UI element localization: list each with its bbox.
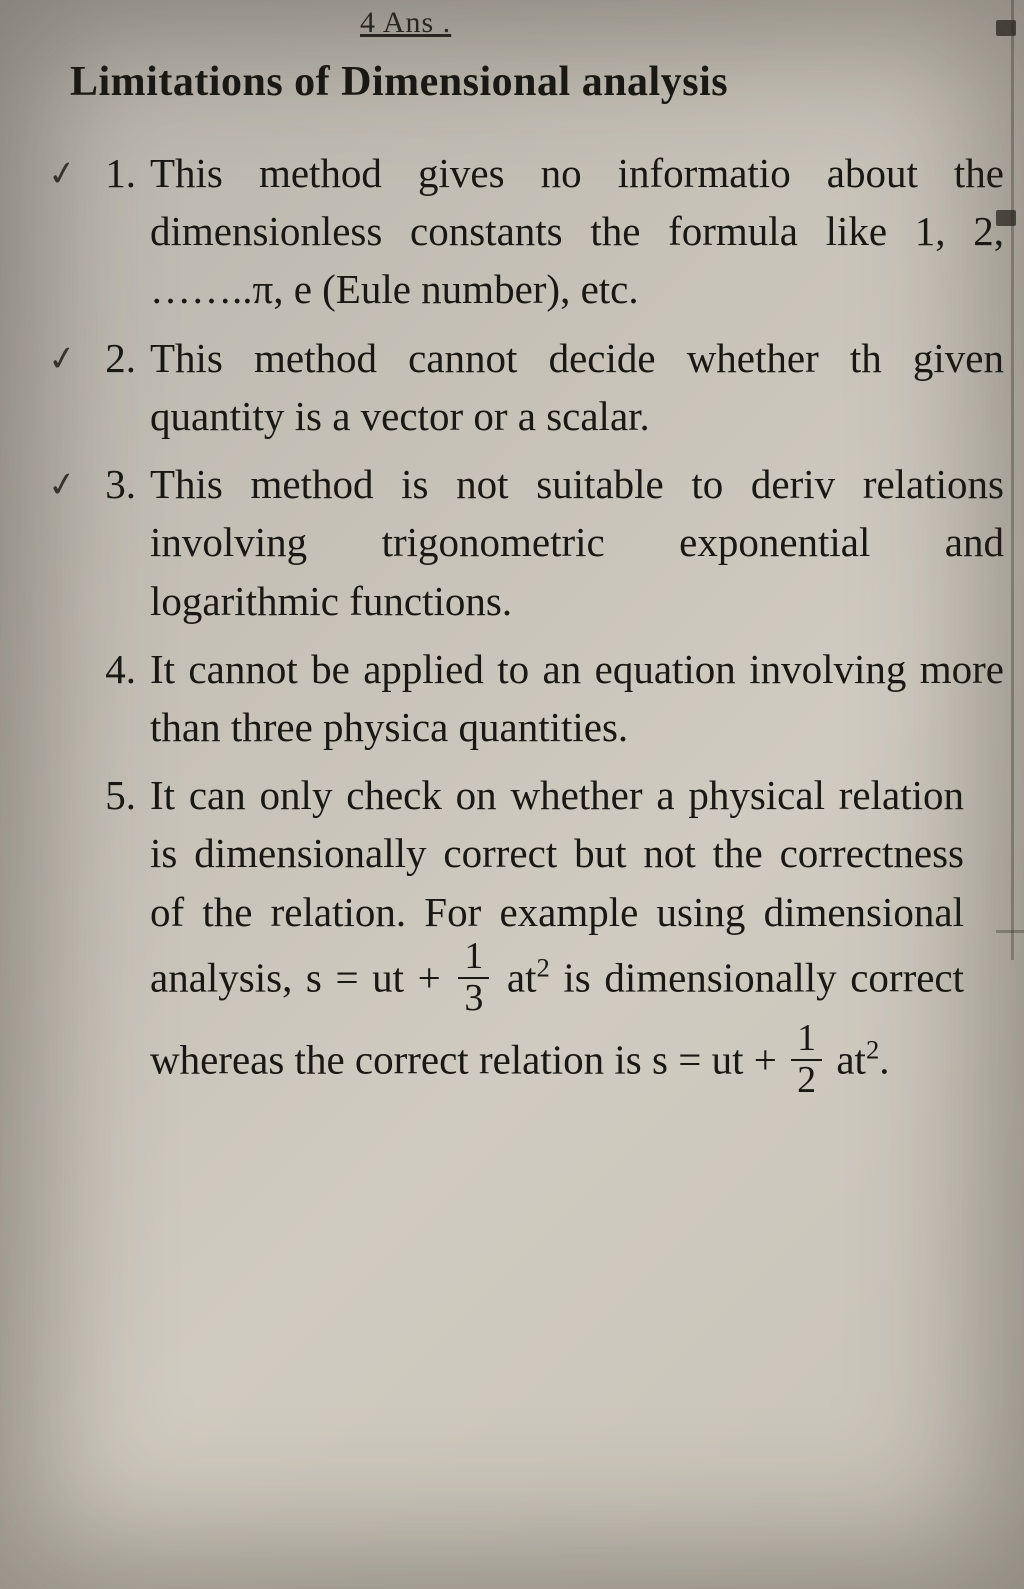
item-number: 5. bbox=[76, 766, 136, 824]
section-title: Limitations of Dimensional analysis bbox=[70, 58, 1004, 106]
check-icon: ✓ bbox=[45, 459, 80, 511]
item-number: 1. bbox=[76, 144, 136, 202]
fraction-denominator: 3 bbox=[458, 979, 489, 1019]
item-text: It cannot be applied to an equation invo… bbox=[150, 646, 1004, 750]
exponent: 2 bbox=[866, 1034, 879, 1064]
page-edge-tick bbox=[996, 930, 1024, 933]
fraction: 1 3 bbox=[458, 937, 489, 1019]
limitations-list: ✓ 1. This method gives no informatio abo… bbox=[70, 144, 1004, 1104]
exponent: 2 bbox=[537, 952, 550, 982]
list-item: ✓ 2. This method cannot decide whether t… bbox=[70, 329, 1004, 445]
item-text: This method gives no informatio about th… bbox=[150, 150, 1004, 312]
item-number: 4. bbox=[76, 640, 136, 698]
check-icon: ✓ bbox=[45, 333, 80, 385]
item-text-part: at bbox=[836, 1036, 866, 1082]
check-icon: ✓ bbox=[45, 148, 80, 200]
list-item: 5. It can only check on whether a physic… bbox=[70, 766, 1004, 1104]
handwritten-annotation: 4 Ans . bbox=[360, 6, 451, 40]
fraction-numerator: 1 bbox=[791, 1019, 822, 1061]
item-text: This method is not suitable to deriv rel… bbox=[150, 461, 1004, 623]
page-edge-line bbox=[1011, 0, 1024, 960]
list-item: ✓ 1. This method gives no informatio abo… bbox=[70, 144, 1004, 319]
fraction-denominator: 2 bbox=[791, 1061, 822, 1101]
list-item: ✓ 3. This method is not suitable to deri… bbox=[70, 455, 1004, 630]
fraction: 1 2 bbox=[791, 1019, 822, 1101]
margin-mark bbox=[996, 20, 1016, 36]
item-text-part: at bbox=[507, 954, 537, 1000]
item-text: This method cannot decide whether th giv… bbox=[150, 335, 1004, 439]
fraction-numerator: 1 bbox=[458, 937, 489, 979]
item-number: 2. bbox=[76, 329, 136, 387]
list-item: 4. It cannot be applied to an equation i… bbox=[70, 640, 1004, 756]
item-text-part: . bbox=[879, 1036, 889, 1082]
textbook-page: 4 Ans . Limitations of Dimensional analy… bbox=[0, 0, 1024, 1589]
margin-mark bbox=[996, 210, 1016, 226]
item-number: 3. bbox=[76, 455, 136, 513]
